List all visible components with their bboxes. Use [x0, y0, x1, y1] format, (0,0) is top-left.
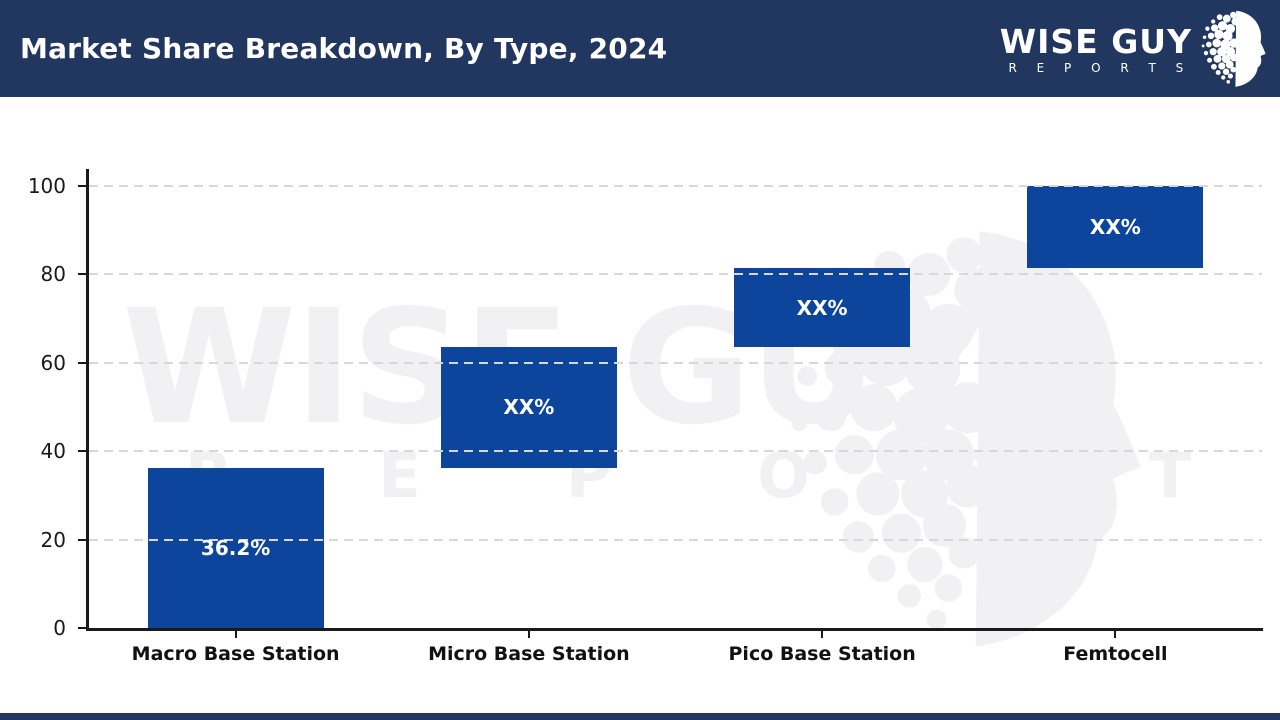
- y-tick-label: 0: [53, 616, 66, 640]
- y-tick-label: 80: [40, 262, 66, 287]
- bar: [440, 346, 617, 468]
- x-axis: Macro Base Station Micro Base Station Pico…: [89, 631, 1262, 691]
- bar: [734, 268, 911, 347]
- brand-subtitle: R E P O R T S: [1008, 60, 1192, 75]
- y-tick-label: 40: [40, 439, 66, 464]
- chart: WISE GUY R E P O R T S 36.2%XX%XX%XX% 02…: [0, 97, 1280, 713]
- y-tick-mark: [78, 273, 86, 276]
- x-category-label: Pico Base Station: [728, 643, 916, 665]
- page-title: Market Share Breakdown, By Type, 2024: [20, 32, 668, 65]
- x-axis-spine: [86, 628, 1263, 631]
- header: Market Share Breakdown, By Type, 2024 WI…: [0, 0, 1280, 97]
- brand-name: WISE GUY: [999, 21, 1192, 61]
- x-tick-mark: [1114, 631, 1117, 638]
- plot-area: 36.2% XX% XX% XX%: [89, 185, 1262, 628]
- x-category-label: Macro Base Station: [131, 643, 340, 665]
- y-tick-mark: [78, 450, 86, 453]
- y-tick-mark: [78, 361, 86, 364]
- y-tick-label: 20: [40, 527, 66, 552]
- x-category-label: Femtocell: [1063, 643, 1168, 665]
- y-tick-label: 100: [27, 174, 66, 198]
- brand-logo: WISE GUY R E P O R T S: [1000, 8, 1270, 90]
- footer-bar: [0, 713, 1280, 720]
- bars-layer: [89, 186, 1262, 628]
- bar: [147, 467, 324, 628]
- brand-logo-text: WISE GUY R E P O R T S: [1000, 25, 1192, 74]
- bar: [1027, 186, 1204, 269]
- y-tick-mark: [78, 538, 86, 541]
- x-tick-mark: [821, 631, 824, 638]
- x-category-label: Micro Base Station: [428, 643, 630, 665]
- y-tick-label: 60: [40, 350, 66, 375]
- y-tick-mark: [78, 185, 86, 187]
- y-tick-mark: [78, 627, 86, 629]
- x-tick-mark: [527, 631, 530, 638]
- x-tick-mark: [234, 631, 237, 638]
- y-axis: 0 20 40 60 80 100: [0, 174, 89, 640]
- dotted-head-logo-icon: [1201, 10, 1266, 87]
- y-axis-spine: [86, 169, 89, 631]
